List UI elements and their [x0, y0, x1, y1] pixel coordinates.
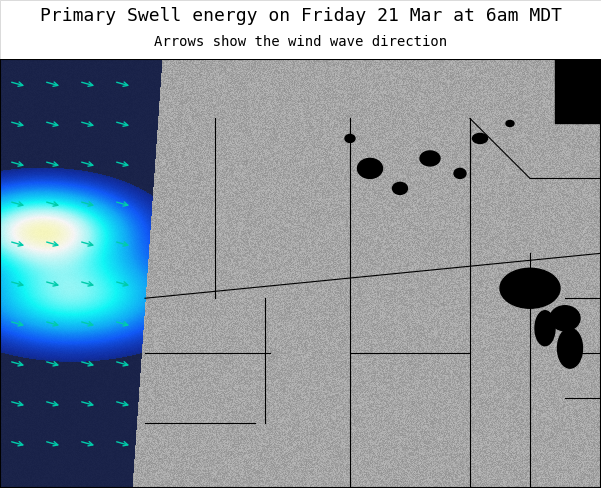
Text: Arrows show the wind wave direction: Arrows show the wind wave direction: [154, 35, 447, 49]
Ellipse shape: [420, 151, 440, 166]
Text: Primary Swell energy on Friday 21 Mar at 6am MDT: Primary Swell energy on Friday 21 Mar at…: [40, 7, 561, 25]
Ellipse shape: [472, 133, 487, 143]
Ellipse shape: [345, 135, 355, 142]
Ellipse shape: [500, 268, 560, 308]
Ellipse shape: [358, 159, 382, 179]
Ellipse shape: [392, 183, 407, 194]
Ellipse shape: [506, 121, 514, 126]
Ellipse shape: [550, 306, 580, 331]
Ellipse shape: [454, 168, 466, 179]
Ellipse shape: [535, 311, 555, 346]
Ellipse shape: [558, 328, 582, 368]
Bar: [555, 59, 601, 123]
